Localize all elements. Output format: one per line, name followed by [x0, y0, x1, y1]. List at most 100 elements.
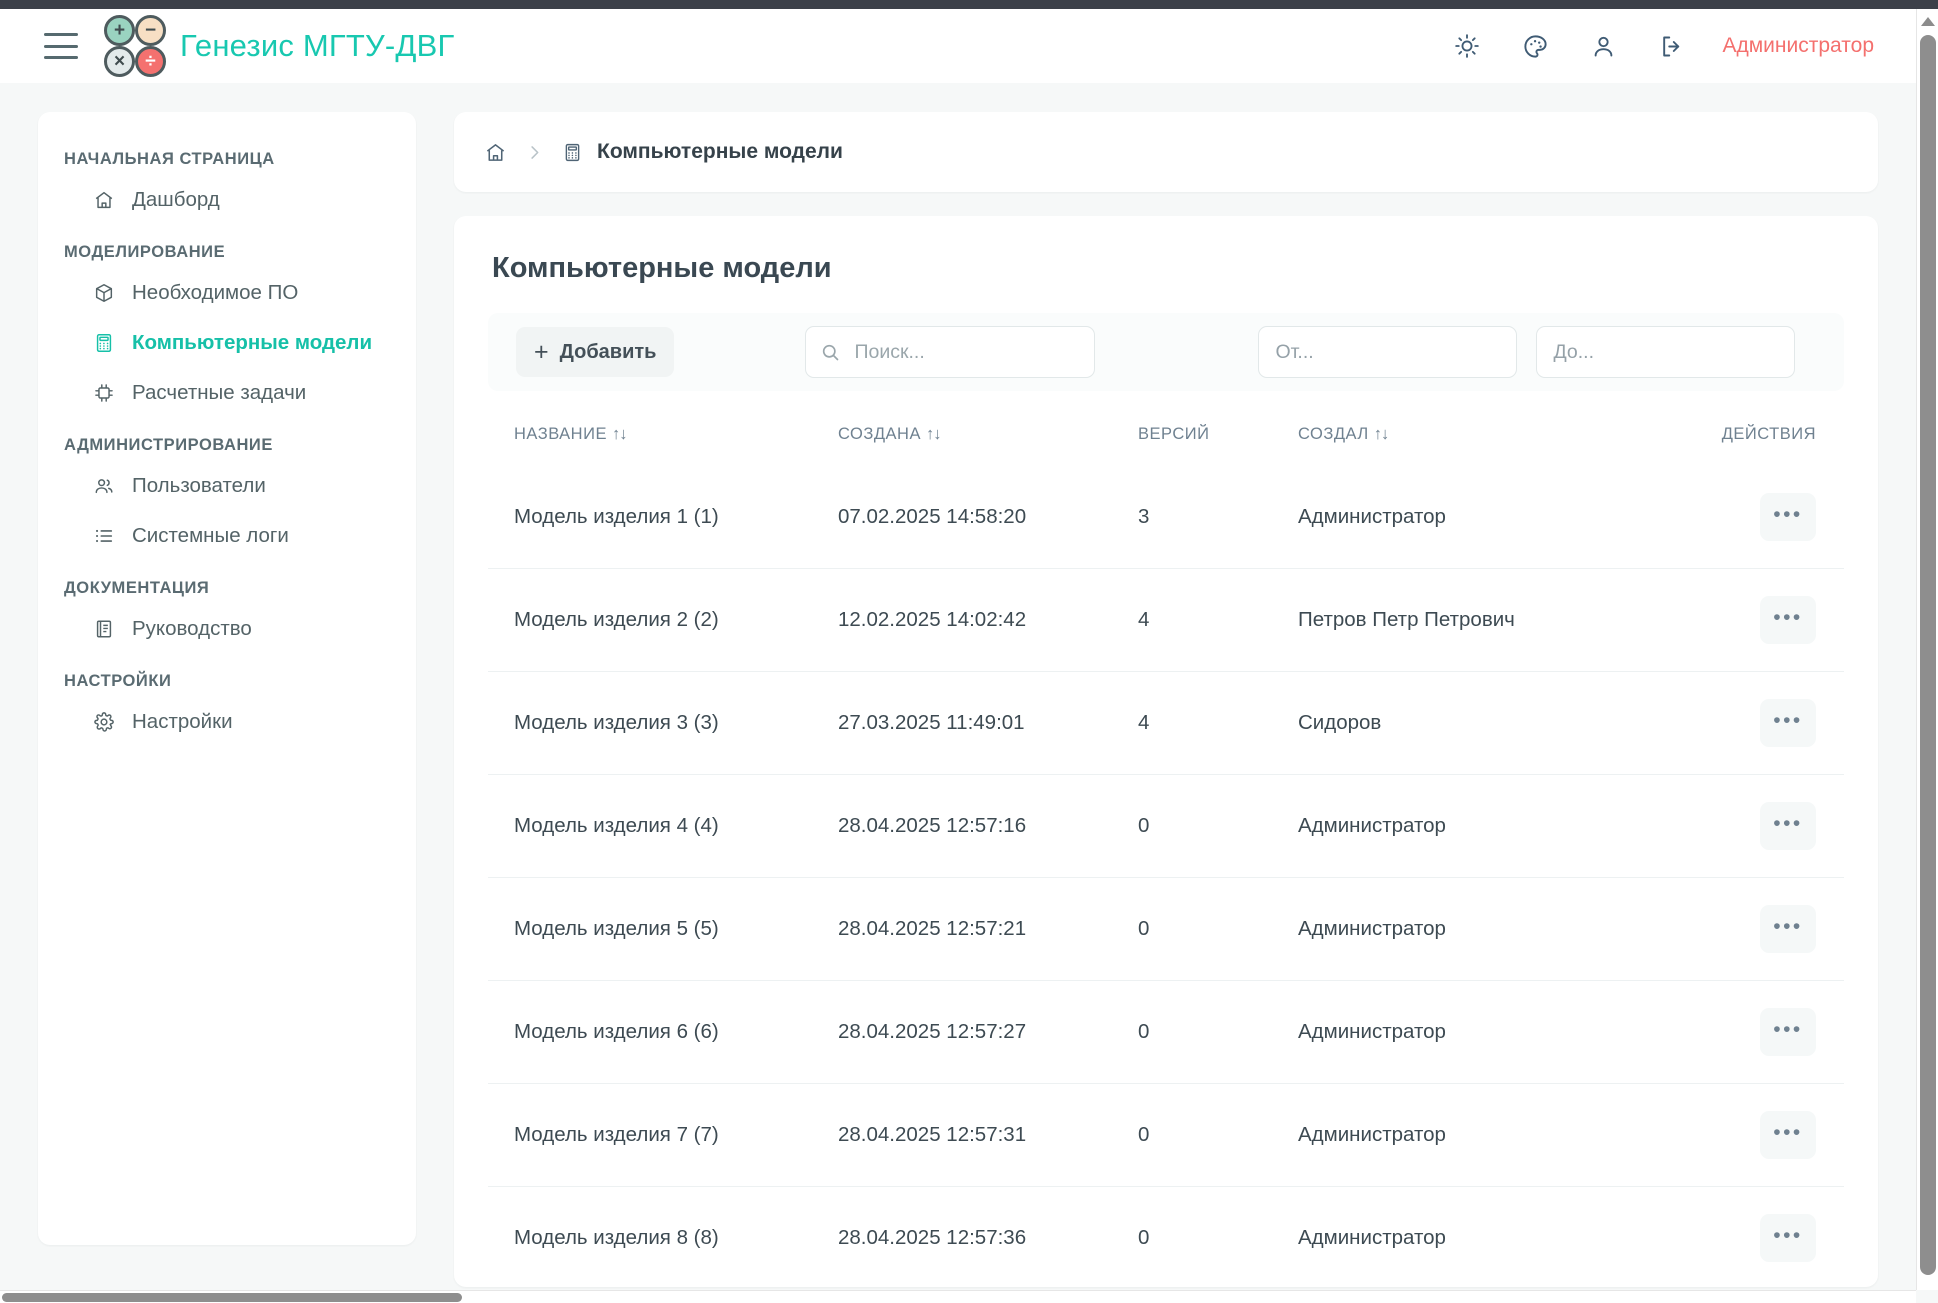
page-body: НАЧАЛЬНАЯ СТРАНИЦА Дашборд МОДЕЛИРОВАНИЕ…: [0, 83, 1916, 1290]
date-to-input[interactable]: [1536, 326, 1796, 378]
sidebar: НАЧАЛЬНАЯ СТРАНИЦА Дашборд МОДЕЛИРОВАНИЕ…: [38, 112, 416, 1245]
sidebar-item-label: Расчетные задачи: [132, 381, 307, 404]
row-actions-button[interactable]: •••: [1760, 699, 1816, 747]
current-user-label[interactable]: Администратор: [1722, 34, 1874, 57]
cell-name: Модель изделия 8 (8): [488, 1186, 838, 1287]
cell-actions: •••: [1688, 1186, 1844, 1287]
sidebar-section-title: ДОКУМЕНТАЦИЯ: [64, 579, 210, 597]
column-label: СОЗДАНА: [838, 425, 921, 443]
sidebar-item-label: Пользователи: [132, 474, 266, 497]
sidebar-item-label: Компьютерные модели: [132, 331, 373, 354]
table-row[interactable]: Модель изделия 1 (1) 07.02.2025 14:58:20 3…: [488, 466, 1844, 569]
cell-versions: 0: [1138, 980, 1298, 1084]
table-row[interactable]: Модель изделия 4 (4) 28.04.2025 12:57:16 0…: [488, 774, 1844, 878]
cell-versions: 4: [1138, 671, 1298, 775]
search-icon: [820, 342, 841, 363]
cell-actions: •••: [1688, 1083, 1844, 1187]
cell-created: 28.04.2025 12:57:31: [838, 1083, 1138, 1187]
column-label: ДЕЙСТВИЯ: [1721, 425, 1816, 443]
home-icon[interactable]: [484, 141, 507, 164]
date-from-input[interactable]: [1258, 326, 1518, 378]
column-label: НАЗВАНИЕ: [514, 425, 607, 443]
cell-name: Модель изделия 7 (7): [488, 1083, 838, 1187]
cell-versions: 0: [1138, 1083, 1298, 1187]
cell-versions: 4: [1138, 568, 1298, 672]
cell-created: 27.03.2025 11:49:01: [838, 671, 1138, 775]
scroll-up-arrow-icon[interactable]: [1921, 17, 1935, 26]
plus-icon: +: [534, 337, 549, 366]
sidebar-item-label: Необходимое ПО: [132, 281, 299, 304]
sidebar-item-computation-tasks[interactable]: Расчетные задачи: [38, 368, 416, 418]
table-head: НАЗВАНИЕ ↑↓ СОЗДАНА ↑↓ ВЕРСИЙ СОЗДАЛ ↑↓: [488, 391, 1844, 466]
column-header-created[interactable]: СОЗДАНА ↑↓: [838, 391, 1138, 466]
row-actions-button[interactable]: •••: [1760, 1214, 1816, 1262]
sidebar-item-label: Системные логи: [132, 524, 289, 547]
vertical-scrollbar[interactable]: [1916, 9, 1938, 1290]
add-button[interactable]: + Добавить: [516, 327, 675, 377]
column-header-versions: ВЕРСИЙ: [1138, 391, 1298, 466]
row-actions-button[interactable]: •••: [1760, 905, 1816, 953]
cell-name: Модель изделия 1 (1): [514, 505, 719, 528]
sidebar-item-label: Дашборд: [132, 188, 220, 211]
table-row[interactable]: Модель изделия 8 (8) 28.04.2025 12:57:36 0…: [488, 1186, 1844, 1287]
search-box[interactable]: [805, 326, 1096, 378]
table-row[interactable]: Модель изделия 3 (3) 27.03.2025 11:49:01 4…: [488, 671, 1844, 775]
browser-chrome-strip: [0, 0, 1938, 9]
sidebar-section-title: НАСТРОЙКИ: [64, 672, 172, 690]
table-header-row: НАЗВАНИЕ ↑↓ СОЗДАНА ↑↓ ВЕРСИЙ СОЗДАЛ ↑↓: [488, 391, 1844, 466]
table-row[interactable]: Модель изделия 2 (2) 12.02.2025 14:02:42 4…: [488, 568, 1844, 672]
breadcrumb: Компьютерные модели: [454, 112, 1878, 192]
cell-name: Модель изделия 2 (2): [488, 568, 838, 672]
cell-versions: 3: [1138, 505, 1150, 528]
chevron-right-icon: [525, 143, 544, 162]
cpu-icon: [92, 381, 116, 405]
book-icon: [92, 617, 116, 641]
sidebar-section-title: МОДЕЛИРОВАНИЕ: [64, 243, 226, 261]
sidebar-section-title: АДМИНИСТРИРОВАНИЕ: [64, 436, 273, 454]
logo-plus-icon: +: [104, 15, 135, 46]
vertical-scroll-thumb[interactable]: [1920, 35, 1936, 1275]
table-row[interactable]: Модель изделия 5 (5) 28.04.2025 12:57:21 0…: [488, 877, 1844, 981]
row-actions-button[interactable]: •••: [1760, 1008, 1816, 1056]
hamburger-icon[interactable]: [44, 33, 78, 59]
logo-minus-icon: −: [135, 15, 166, 46]
sort-icon[interactable]: ↑↓: [1373, 425, 1389, 443]
row-actions-button[interactable]: •••: [1760, 596, 1816, 644]
person-icon[interactable]: [1586, 29, 1620, 63]
table-body: Модель изделия 1 (1) 07.02.2025 14:58:20 3…: [488, 466, 1844, 1287]
sun-icon[interactable]: [1450, 29, 1484, 63]
table-row[interactable]: Модель изделия 6 (6) 28.04.2025 12:57:27 0…: [488, 980, 1844, 1084]
search-input[interactable]: [852, 339, 1081, 365]
cell-created: 07.02.2025 14:58:20: [838, 505, 1027, 528]
sidebar-item-label: Настройки: [132, 710, 233, 733]
palette-icon[interactable]: [1518, 29, 1552, 63]
horizontal-scroll-thumb[interactable]: [2, 1293, 462, 1302]
sidebar-item-manual[interactable]: Руководство: [38, 604, 416, 654]
logout-icon[interactable]: [1654, 29, 1688, 63]
sidebar-section-title: НАЧАЛЬНАЯ СТРАНИЦА: [64, 150, 275, 168]
row-actions-button[interactable]: •••: [1760, 493, 1816, 541]
column-header-name[interactable]: НАЗВАНИЕ ↑↓: [488, 391, 838, 466]
sidebar-item-required-software[interactable]: Необходимое ПО: [38, 268, 416, 318]
app-logo[interactable]: + − × ÷: [104, 15, 166, 77]
row-actions-button[interactable]: •••: [1760, 1111, 1816, 1159]
table-toolbar: + Добавить: [488, 313, 1844, 391]
row-actions-button[interactable]: •••: [1760, 802, 1816, 850]
add-button-label: Добавить: [559, 340, 657, 363]
sidebar-item-settings[interactable]: Настройки: [38, 697, 416, 747]
logo-divide-icon: ÷: [135, 46, 166, 77]
sidebar-item-dashboard[interactable]: Дашборд: [38, 175, 416, 225]
horizontal-scrollbar[interactable]: [0, 1290, 1916, 1303]
sidebar-item-system-logs[interactable]: Системные логи: [38, 511, 416, 561]
logo-times-icon: ×: [104, 46, 135, 77]
table-row[interactable]: Модель изделия 7 (7) 28.04.2025 12:57:31 0…: [488, 1083, 1844, 1187]
sort-icon[interactable]: ↑↓: [925, 425, 941, 443]
sidebar-item-computer-models[interactable]: Компьютерные модели: [38, 318, 416, 368]
sort-icon[interactable]: ↑↓: [611, 425, 627, 443]
cell-created: 12.02.2025 14:02:42: [838, 568, 1138, 672]
column-header-author[interactable]: СОЗДАЛ ↑↓: [1298, 391, 1688, 466]
cell-actions: •••: [1688, 980, 1844, 1084]
content-card: Компьютерные модели + Добавить: [454, 216, 1878, 1287]
sidebar-item-users[interactable]: Пользователи: [38, 461, 416, 511]
gear-icon: [92, 710, 116, 734]
